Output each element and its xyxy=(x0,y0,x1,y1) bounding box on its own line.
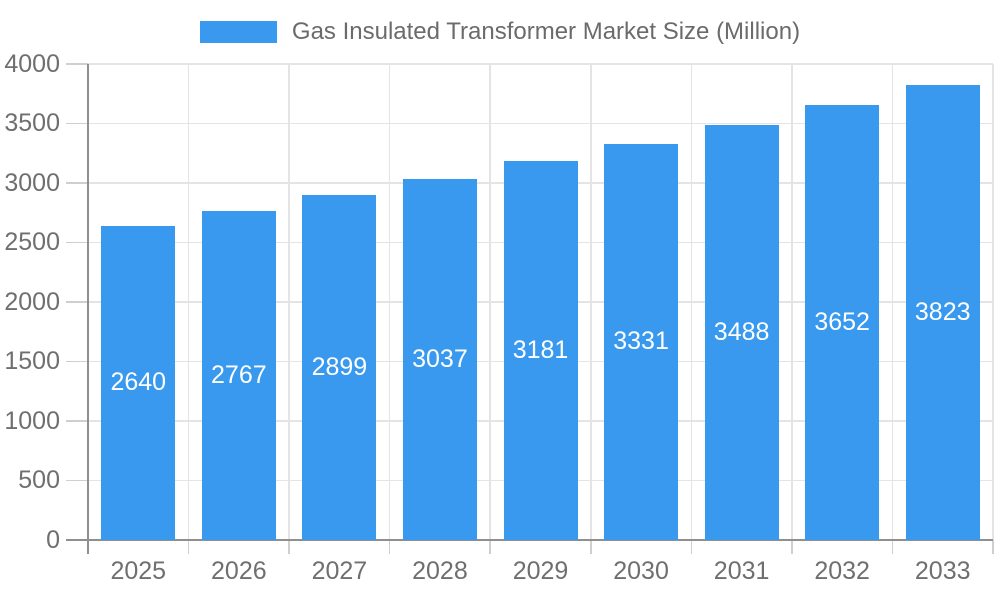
bar-value-label: 3181 xyxy=(512,336,569,365)
bar-value-label: 3037 xyxy=(412,344,468,373)
gridline-horizontal xyxy=(88,122,993,125)
x-axis-tick xyxy=(187,540,190,554)
y-axis-label: 1000 xyxy=(4,406,60,435)
x-axis-tick xyxy=(992,540,994,554)
gridline-vertical xyxy=(791,64,793,540)
bar-value-label: 3652 xyxy=(814,308,870,337)
y-axis-label: 500 xyxy=(18,466,60,494)
gridline-vertical xyxy=(288,64,290,540)
x-axis-label: 2025 xyxy=(110,557,167,585)
bar[interactable]: 3823 xyxy=(905,85,980,540)
x-axis-label: 2032 xyxy=(814,557,870,585)
gridline-vertical xyxy=(187,64,190,540)
x-axis-label: 2033 xyxy=(914,557,971,585)
gridline-horizontal xyxy=(88,63,993,65)
gridline-vertical xyxy=(992,64,994,540)
x-axis-tick xyxy=(288,540,290,554)
x-axis-label: 2030 xyxy=(613,557,669,585)
x-axis-label: 2026 xyxy=(211,557,267,585)
legend-label: Gas Insulated Transformer Market Size (M… xyxy=(291,18,801,45)
x-axis-tick xyxy=(489,540,491,554)
y-axis-tick xyxy=(66,241,88,244)
bar[interactable]: 2640 xyxy=(101,225,176,540)
y-axis-label: 2500 xyxy=(4,228,60,256)
gridline-vertical xyxy=(590,64,592,540)
y-axis-tick xyxy=(66,420,88,422)
bar-value-label: 2899 xyxy=(311,353,368,381)
bar-value-label: 3488 xyxy=(713,317,770,346)
x-axis-line xyxy=(66,539,993,541)
y-axis-tick xyxy=(66,122,88,125)
y-axis-label: 0 xyxy=(46,525,60,554)
y-axis-tick xyxy=(66,479,88,482)
x-axis-label: 2028 xyxy=(412,557,468,585)
y-axis-label: 3000 xyxy=(4,168,60,197)
bar-value-label: 3331 xyxy=(613,327,669,356)
y-axis-label: 4000 xyxy=(4,49,60,78)
x-axis-tick xyxy=(590,540,592,554)
gridline-vertical xyxy=(489,64,491,540)
bar[interactable]: 3037 xyxy=(402,178,477,540)
x-axis-tick xyxy=(891,540,894,554)
x-axis-tick xyxy=(388,540,391,554)
x-axis-label: 2031 xyxy=(713,557,770,585)
bar-value-label: 2640 xyxy=(110,368,167,397)
bar[interactable]: 2899 xyxy=(302,195,377,540)
x-axis-tick xyxy=(791,540,793,554)
gridline-vertical xyxy=(891,64,894,540)
y-axis-label: 3500 xyxy=(4,109,60,137)
legend-swatch xyxy=(199,21,277,43)
y-axis-tick xyxy=(66,301,88,303)
bar[interactable]: 3331 xyxy=(604,143,679,540)
x-axis-label: 2027 xyxy=(311,557,368,585)
y-axis-line xyxy=(87,64,89,554)
y-axis-label: 2000 xyxy=(4,287,60,316)
legend-item[interactable]: Gas Insulated Transformer Market Size (M… xyxy=(0,18,1000,46)
y-axis-tick xyxy=(66,360,88,363)
bar-value-label: 3823 xyxy=(914,298,971,327)
gridline-vertical xyxy=(388,64,391,540)
y-axis-tick xyxy=(66,63,88,65)
x-axis-tick xyxy=(690,540,693,554)
gridline-vertical xyxy=(690,64,693,540)
x-axis-label: 2029 xyxy=(512,557,569,585)
bar-value-label: 2767 xyxy=(211,360,267,389)
bar[interactable]: 3488 xyxy=(704,124,779,540)
bar[interactable]: 2767 xyxy=(201,210,276,540)
y-axis-label: 1500 xyxy=(4,347,60,375)
y-axis-tick xyxy=(66,182,88,184)
bar[interactable]: 3181 xyxy=(503,161,578,540)
bar[interactable]: 3652 xyxy=(805,105,880,540)
